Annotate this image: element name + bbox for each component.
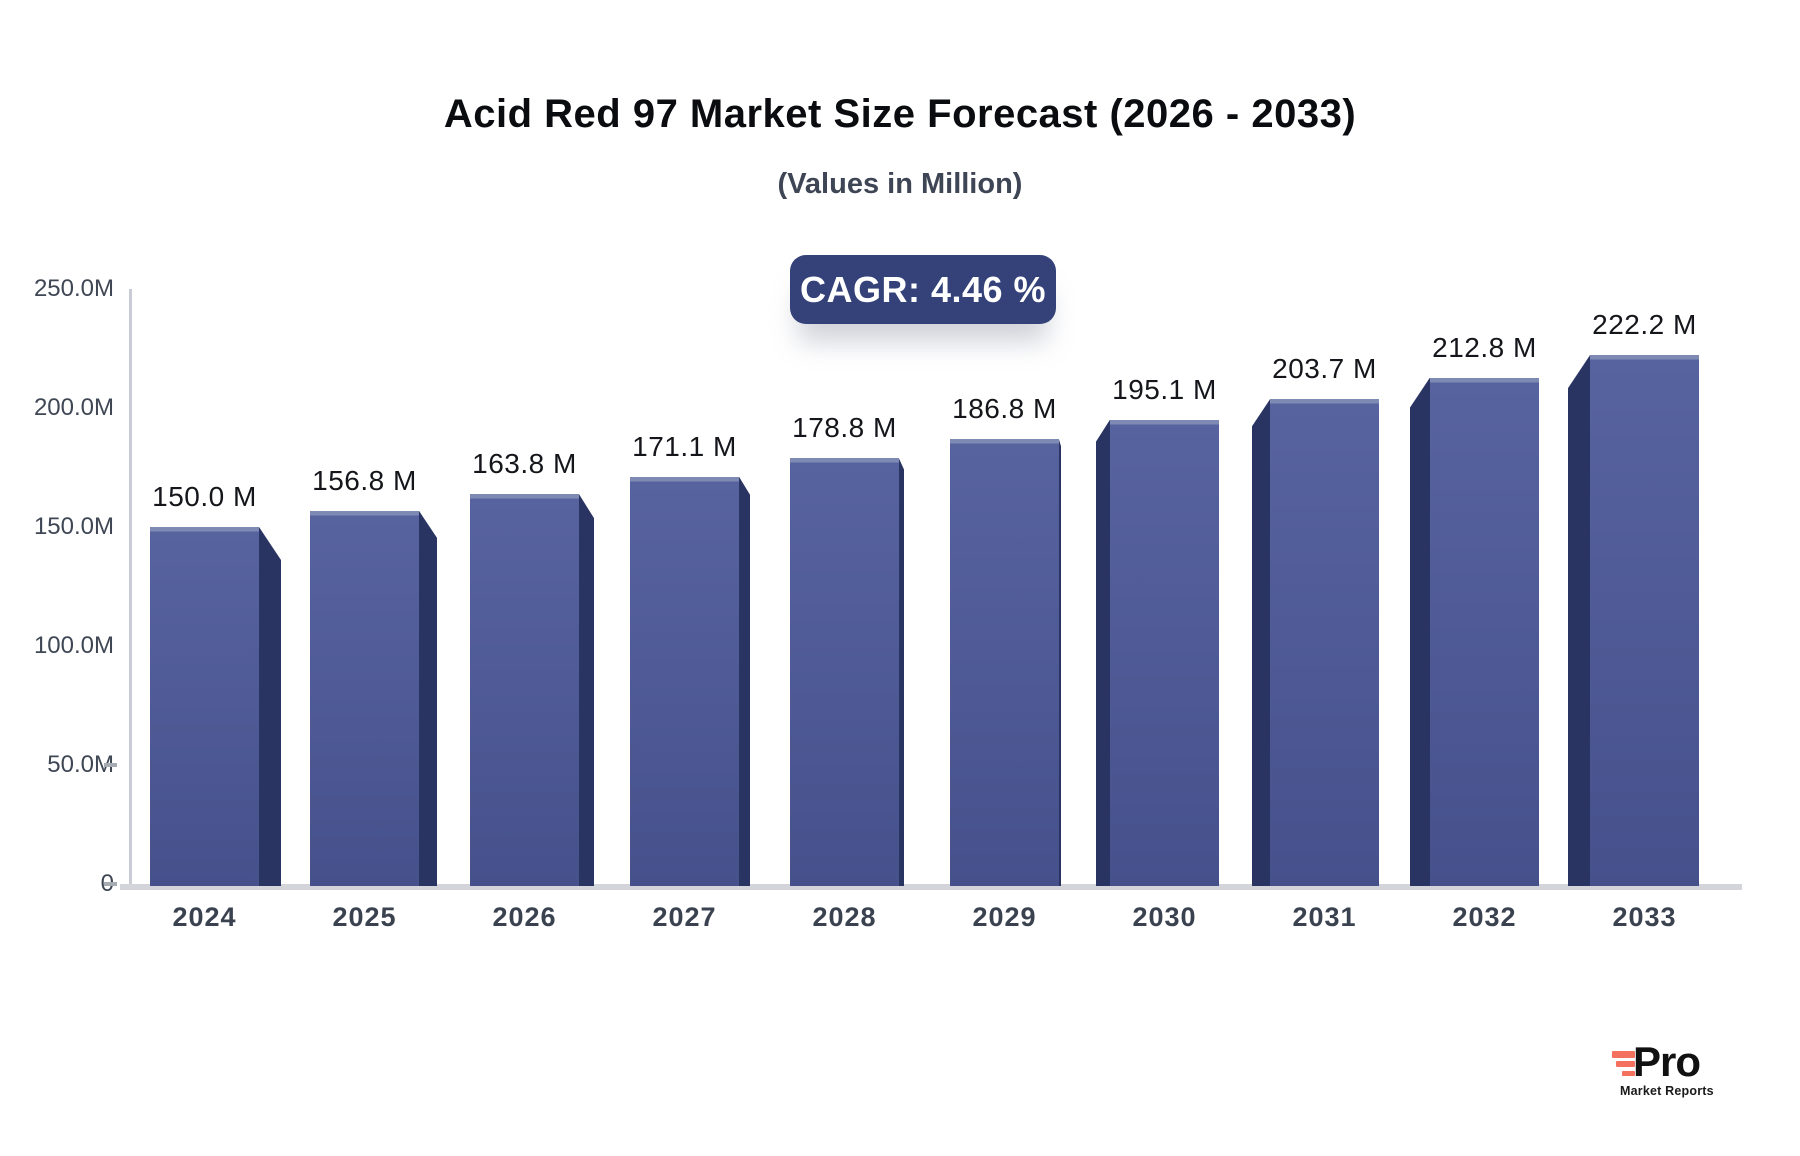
cagr-badge: CAGR: 4.46 % bbox=[790, 255, 1056, 324]
bar-value-label: 203.7 M bbox=[1272, 353, 1377, 385]
bar-face bbox=[1270, 399, 1379, 886]
logo-name: Pro bbox=[1633, 1038, 1701, 1085]
bar-side bbox=[579, 494, 594, 886]
bar-face bbox=[310, 510, 419, 886]
y-axis-tick-label: 150.0M bbox=[33, 513, 114, 540]
bar-face bbox=[950, 439, 1059, 886]
y-axis-tick-label: 0 bbox=[4, 871, 114, 897]
x-axis-label: 2025 bbox=[332, 902, 397, 932]
bar-value-label: 163.8 M bbox=[472, 448, 577, 480]
y-axis-tick-label: 200.0M bbox=[33, 394, 114, 421]
x-axis-label: 2031 bbox=[1292, 902, 1357, 932]
bar-face bbox=[1590, 355, 1699, 886]
x-axis-label: 2033 bbox=[1612, 902, 1677, 932]
x-axis-label: 2029 bbox=[972, 902, 1037, 932]
bar-face bbox=[150, 527, 259, 886]
bar-value-label: 222.2 M bbox=[1592, 309, 1697, 341]
y-axis-tick-dash bbox=[104, 763, 117, 767]
y-axis-line bbox=[129, 289, 132, 884]
x-axis-line bbox=[120, 884, 1742, 890]
bar-value-label: 178.8 M bbox=[792, 412, 897, 444]
chart-title: Acid Red 97 Market Size Forecast (2026 -… bbox=[443, 92, 1357, 136]
y-axis-tick-label: 100.0M bbox=[33, 632, 114, 659]
bar-side bbox=[1410, 377, 1430, 886]
logo-bar-icon bbox=[1612, 1051, 1635, 1058]
bar-side bbox=[1568, 355, 1590, 886]
bar-side bbox=[1096, 419, 1110, 886]
bar-side bbox=[1252, 399, 1270, 886]
x-axis-label: 2032 bbox=[1452, 902, 1517, 932]
x-axis-label: 2030 bbox=[1132, 902, 1197, 932]
logo-bar-icon bbox=[1622, 1071, 1635, 1076]
x-axis-label: 2026 bbox=[492, 902, 557, 932]
logo-bar-icon bbox=[1616, 1061, 1635, 1067]
bar-side bbox=[419, 510, 437, 886]
y-axis-tick-label: 50.0M bbox=[47, 751, 114, 778]
y-axis-tick-label: 250.0M bbox=[33, 275, 114, 302]
bar-side bbox=[259, 527, 281, 886]
x-axis-label: 2028 bbox=[812, 902, 877, 932]
bar-value-label: 156.8 M bbox=[312, 464, 417, 496]
bar-value-label: 186.8 M bbox=[952, 393, 1057, 425]
x-axis-label: 2027 bbox=[652, 902, 717, 932]
x-axis-label: 2024 bbox=[172, 902, 237, 932]
bar-value-label: 212.8 M bbox=[1432, 331, 1537, 363]
bar-side bbox=[739, 476, 750, 886]
cagr-badge-label: CAGR: 4.46 % bbox=[799, 268, 1047, 310]
bar-value-label: 195.1 M bbox=[1112, 373, 1217, 405]
chart-subtitle: (Values in Million) bbox=[777, 168, 1023, 200]
bar-face bbox=[790, 458, 899, 886]
pro-market-reports-logo: Pro Market Reports bbox=[1608, 1038, 1778, 1112]
bar-value-label: 150.0 M bbox=[152, 481, 257, 512]
bar-face bbox=[1430, 377, 1539, 886]
bar-value-label: 171.1 M bbox=[632, 430, 737, 462]
y-axis-tick-dash bbox=[104, 882, 117, 886]
bar-side bbox=[1059, 439, 1061, 886]
bar-face bbox=[470, 494, 579, 886]
bar-side bbox=[899, 458, 904, 886]
logo-tagline: Market Reports bbox=[1620, 1084, 1714, 1098]
bar-face bbox=[630, 476, 739, 886]
bar-face bbox=[1110, 419, 1219, 886]
